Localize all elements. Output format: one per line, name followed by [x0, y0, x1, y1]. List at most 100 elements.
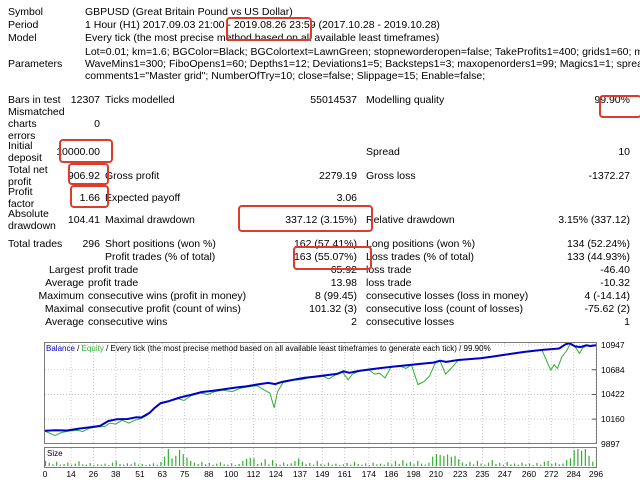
x-axis-label: 0: [42, 469, 48, 479]
stat-value: 134 (52.24%): [566, 238, 630, 250]
info-row: Model Every tick (the most precise method…: [0, 32, 640, 44]
stat-value: 296: [82, 238, 100, 250]
x-axis-label: 124: [268, 469, 283, 479]
balance-equity-plot: [45, 343, 596, 443]
x-axis-label: 100: [224, 469, 239, 479]
x-axis-label: 186: [384, 469, 399, 479]
x-axis-label: 149: [315, 469, 330, 479]
stat-value: -75.62 (2): [584, 303, 630, 315]
y-axis-label: 10160: [601, 414, 625, 425]
stat-row: Total net profit 906.92 Gross profit 2279.1…: [0, 164, 640, 188]
x-axis-label: 161: [337, 469, 352, 479]
y-axis-label: 10684: [601, 364, 625, 375]
stat-label: consecutive losses (loss in money): [366, 290, 529, 302]
stat-label: Largest: [48, 264, 84, 276]
stat-label: consecutive loss (count of losses): [366, 303, 523, 315]
x-axis-label: 112: [246, 469, 261, 479]
x-axis-label: 63: [157, 469, 167, 479]
stat-value: 163 (55.07%): [293, 251, 357, 263]
stat-value: 337.12 (3.15%): [285, 214, 357, 226]
x-axis-label: 198: [406, 469, 421, 479]
info-label: Model: [8, 32, 37, 44]
info-value-line: GBPUSD (Great Britain Pound vs US Dollar…: [85, 6, 293, 18]
stat-value: 0: [94, 118, 100, 130]
info-value: GBPUSD (Great Britain Pound vs US Dollar…: [85, 6, 585, 18]
stat-label: Initial deposit: [8, 140, 42, 164]
info-value-line: Lot=0.01; km=1.6; BGColor=Black; BGColor…: [85, 46, 640, 58]
stat-label: Expected payoff: [105, 192, 181, 204]
stat-label: Total trades: [8, 238, 63, 250]
balance-legend-label: Balance: [46, 344, 75, 353]
x-axis-label: 75: [179, 469, 190, 479]
x-axis-label: 26: [88, 469, 99, 479]
balance-equity-chart: [44, 342, 597, 444]
stat-label: Average: [45, 316, 84, 328]
stat-value: 906.92: [67, 170, 100, 182]
info-value-line: comments1="Master grid"; NumberOfTry=10;…: [85, 70, 486, 82]
size-histogram-panel: [44, 447, 597, 468]
x-axis-label: 223: [453, 469, 468, 479]
stat-row: Largest profit trade 65.92 loss trade -46.40: [0, 264, 640, 276]
stat-label: Relative drawdown: [366, 214, 455, 226]
stat-label: loss trade: [366, 277, 412, 289]
stat-label: consecutive wins: [88, 316, 168, 328]
stat-label: Short positions (won %): [105, 238, 216, 250]
size-panel-label: Size: [47, 449, 63, 458]
stat-value: 55014537: [310, 94, 357, 106]
stat-label: Maximum: [38, 290, 84, 302]
stat-label: consecutive losses: [366, 316, 455, 328]
stat-value: 4 (-14.14): [584, 290, 630, 302]
info-value-line: 1 Hour (H1) 2017.09.03 21:00 - 2019.08.2…: [85, 19, 440, 31]
stat-label: Maximal drawdown: [105, 214, 195, 226]
stat-label: Spread: [366, 146, 400, 158]
stat-value: 99.90%: [594, 94, 630, 106]
y-axis-label: 9897: [601, 438, 620, 449]
info-value-line: Every tick (the most precise method base…: [85, 32, 440, 44]
x-axis-label: 296: [588, 469, 604, 479]
stat-label: Average: [45, 277, 84, 289]
stat-row: Average profit trade 13.98 loss trade -10.32: [0, 277, 640, 289]
stat-label: Ticks modelled: [105, 94, 175, 106]
stat-value: 162 (57.41%): [293, 238, 357, 250]
x-axis-label: 137: [292, 469, 308, 479]
stat-label: profit trade: [88, 264, 139, 276]
stat-label: consecutive wins (profit in money): [88, 290, 247, 302]
x-axis-label: 38: [111, 469, 121, 479]
info-row: Parameters Lot=0.01; km=1.6; BGColor=Blac…: [0, 46, 640, 82]
stat-row: Initial deposit 10000.00 Spread 10: [0, 140, 640, 164]
info-value-line: WaveMins1=300; FiboOpens1=60; Depths1=12…: [85, 58, 640, 70]
stat-row: Average consecutive wins 2 consecutive loss…: [0, 316, 640, 328]
stat-value: 101.32 (3): [309, 303, 357, 315]
info-row: Period 1 Hour (H1) 2017.09.03 21:00 - 201…: [0, 19, 640, 31]
info-label: Parameters: [8, 58, 63, 70]
stat-value: 2279.19: [319, 170, 357, 182]
stat-label: Mismatched charts errors: [8, 106, 65, 142]
info-label: Symbol: [8, 6, 44, 18]
x-axis-label: 247: [497, 469, 512, 479]
stat-row: Total trades 296 Short positions (won %) 16…: [0, 238, 640, 250]
stat-value: 8 (99.45): [314, 290, 357, 302]
y-axis-label: 10422: [601, 389, 625, 400]
y-axis-label: 10947: [601, 339, 625, 350]
stat-value: -1372.27: [588, 170, 630, 182]
stat-value: 3.15% (337.12): [558, 214, 630, 226]
stat-row: Maximum consecutive wins (profit in money…: [0, 290, 640, 302]
x-axis-label: 235: [475, 469, 490, 479]
stat-value: -46.40: [600, 264, 630, 276]
stat-value: 13.98: [330, 277, 357, 289]
info-value: Every tick (the most precise method base…: [85, 32, 585, 44]
stat-row: Maximal consecutive profit (count of wins…: [0, 303, 640, 315]
stat-label: Total net profit: [8, 164, 48, 188]
balance-line: [45, 343, 596, 432]
x-axis-label: 51: [135, 469, 145, 479]
stat-row: Absolute drawdown 104.41 Maximal drawdown 3…: [0, 208, 640, 232]
info-row: Symbol GBPUSD (Great Britain Pound vs US …: [0, 6, 640, 18]
stat-value: -10.32: [600, 277, 630, 289]
stat-label: Loss trades (% of total): [366, 251, 474, 263]
info-value: Lot=0.01; km=1.6; BGColor=Black; BGColor…: [85, 46, 640, 82]
stat-row: Mismatched charts errors 0: [0, 106, 640, 142]
size-bars-plot: [45, 448, 596, 467]
stat-row: Bars in test 12307 Ticks modelled 55014537 M…: [0, 94, 640, 106]
stat-label: Bars in test: [8, 94, 61, 106]
stat-value: 133 (44.93%): [566, 251, 630, 263]
